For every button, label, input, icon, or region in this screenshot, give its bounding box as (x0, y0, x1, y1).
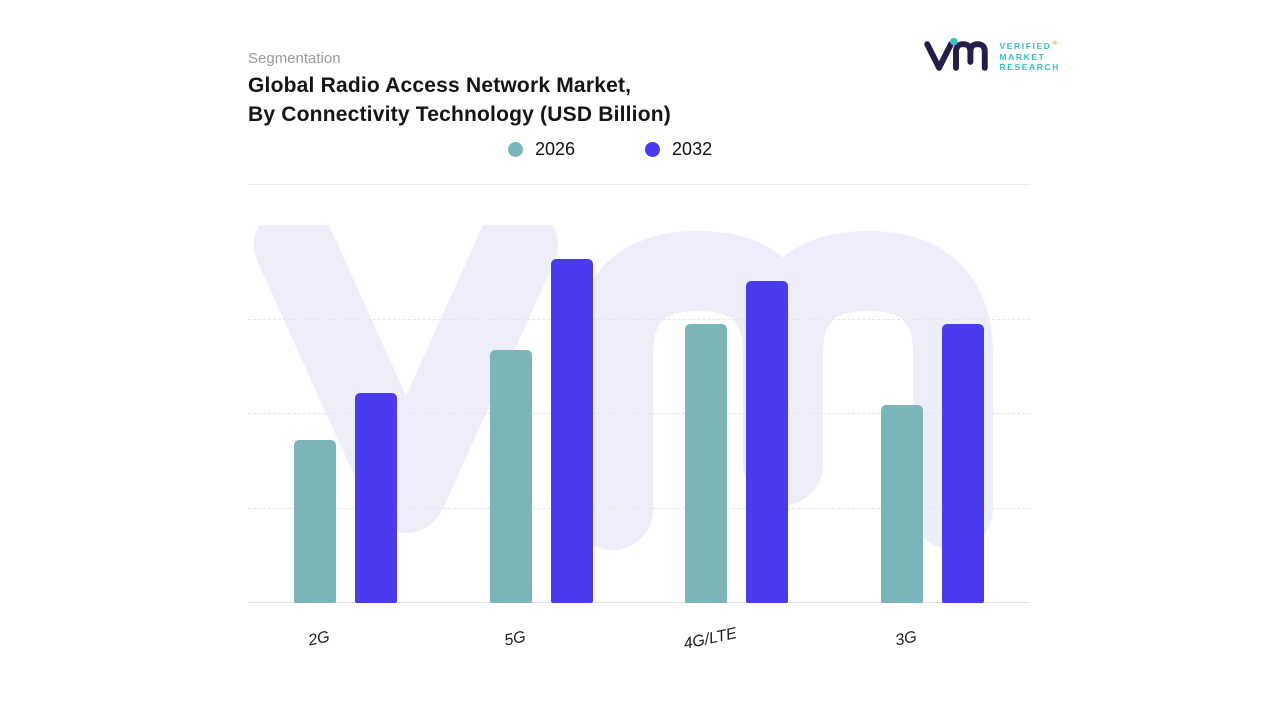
x-axis-baseline (248, 602, 1030, 603)
vmr-logo-icon (924, 37, 989, 71)
category-label-3g: 3G (893, 628, 918, 650)
logo-line-verified: VERIFIED® (999, 41, 1059, 52)
chart-title-line2: By Connectivity Technology (USD Billion) (248, 103, 671, 126)
category-label-5g: 5G (502, 628, 527, 650)
category-labels: 2G 5G 4G/LTE 3G (248, 604, 1030, 666)
logo-dot (950, 37, 959, 46)
legend-item-2026: 2026 (508, 139, 575, 160)
category-label-4g/lte: 4G/LTE (681, 625, 739, 653)
legend-dot-2032-icon (645, 142, 661, 157)
bar-group-5g (489, 225, 593, 603)
legend-dot-2026-icon (508, 142, 523, 157)
legend-label-2026: 2026 (535, 139, 576, 159)
bar-group-2g (294, 225, 398, 603)
bar-group-4g/lte (685, 225, 789, 603)
bar-2032-5g (550, 259, 593, 603)
vmr-logo: VERIFIED® MARKET RESEARCH (923, 36, 1060, 76)
chart-title: Global Radio Access Network Market, By C… (248, 71, 671, 129)
eyebrow-label: Segmentation (248, 50, 341, 67)
category-label-slot: 3G (881, 604, 984, 666)
category-label-slot: 5G (490, 604, 593, 666)
category-label-2g: 2G (306, 628, 332, 650)
category-label-slot: 2G (294, 604, 397, 666)
legend-label-2032: 2032 (672, 139, 713, 159)
legend-item-2032: 2032 (645, 139, 712, 160)
logo-line-market: MARKET (999, 51, 1046, 62)
plot-area (248, 225, 1030, 603)
bar-2026-4g/lte (685, 323, 728, 603)
gridline-25 (248, 507, 1030, 509)
logo-text: VERIFIED® MARKET RESEARCH (999, 39, 1060, 72)
header-divider (248, 184, 1030, 185)
bar-2026-5g (489, 349, 532, 603)
gridline-75 (248, 318, 1030, 320)
logo-line-research: RESEARCH (999, 62, 1060, 73)
bar-2032-2g (355, 392, 398, 603)
registered-mark: ® (1052, 41, 1059, 48)
gridline-50 (248, 413, 1030, 414)
bar-2026-3g (880, 405, 923, 603)
bar-2032-3g (941, 323, 984, 603)
bar-group-3g (880, 225, 984, 603)
chart-legend: 2026 2032 (508, 139, 712, 160)
chart-title-line1: Global Radio Access Network Market, (248, 74, 632, 97)
bar-2032-4g/lte (746, 280, 789, 603)
bars-layer (248, 225, 1030, 603)
bar-2026-2g (294, 439, 337, 603)
category-label-slot: 4G/LTE (682, 604, 788, 666)
